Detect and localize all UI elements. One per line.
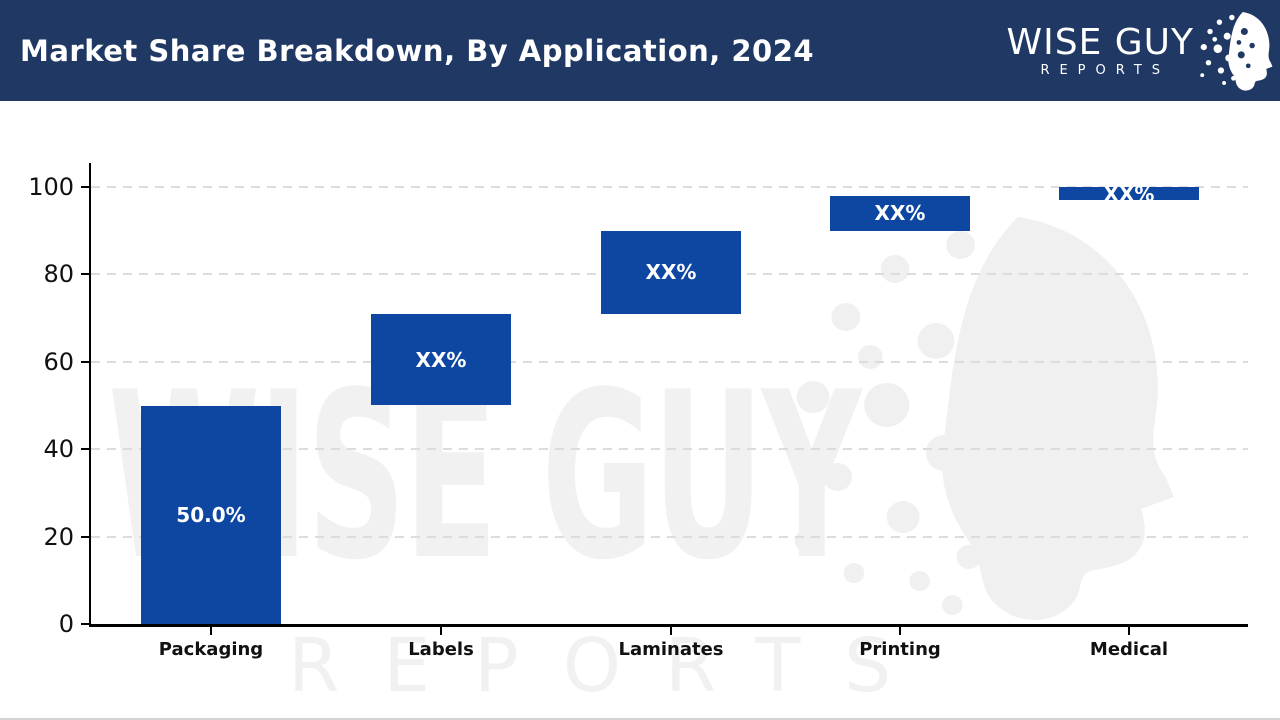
gridline (90, 360, 1248, 363)
y-tick-label: 0 (58, 610, 74, 638)
logo-text: WISE GUY REPORTS (1006, 21, 1195, 78)
y-axis-line (88, 163, 91, 627)
bar-labels (371, 313, 511, 406)
logo-reports-text: REPORTS (1040, 62, 1171, 78)
bar-value-label: XX% (645, 260, 697, 285)
bar-laminates (601, 230, 741, 314)
logo-wiseguy-text: WISE GUY (1006, 21, 1194, 63)
watermark-reports-text: REPORTS (288, 623, 936, 709)
x-axis-line (88, 624, 1248, 627)
bar-value-label: 50.0% (176, 502, 246, 527)
bar-value-label: XX% (415, 347, 467, 372)
x-tick (440, 626, 442, 635)
bar-packaging (141, 405, 281, 624)
y-tick (80, 186, 89, 188)
y-tick (80, 360, 89, 363)
x-tick (670, 626, 672, 635)
bar-value-label: XX% (1103, 181, 1155, 206)
y-tick (80, 448, 89, 451)
chart-title: Market Share Breakdown, By Application, … (20, 33, 815, 68)
category-label: Printing (859, 639, 941, 660)
y-tick-label: 100 (28, 173, 74, 201)
wiseguy-logo: WISE GUY REPORTS (1007, 2, 1275, 99)
watermark-head-icon (794, 217, 1174, 620)
bar-printing (830, 195, 970, 231)
y-tick (80, 623, 89, 625)
x-tick (210, 626, 212, 635)
x-tick (899, 626, 901, 635)
y-tick (80, 273, 89, 276)
bar-medical (1059, 187, 1199, 201)
gridline (90, 186, 1248, 188)
header-bar: Market Share Breakdown, By Application, … (0, 0, 1280, 101)
category-label: Labels (408, 639, 474, 660)
y-tick-label: 60 (43, 347, 74, 376)
chart-area: WISE GUY REPORTS 0 20 40 60 80 100 50.0% Packag… (0, 101, 1280, 718)
y-tick (80, 535, 89, 538)
category-label: Laminates (618, 639, 724, 660)
x-tick (1128, 626, 1130, 635)
category-label: Packaging (158, 639, 264, 660)
y-tick-label: 40 (43, 435, 74, 464)
y-tick-label: 20 (43, 522, 74, 551)
bar-value-label: XX% (874, 201, 926, 226)
category-label: Medical (1089, 639, 1169, 660)
wiseguy-head-icon (1200, 11, 1273, 91)
gridline (90, 448, 1248, 451)
y-tick-label: 80 (43, 260, 74, 289)
gridline (90, 535, 1248, 538)
